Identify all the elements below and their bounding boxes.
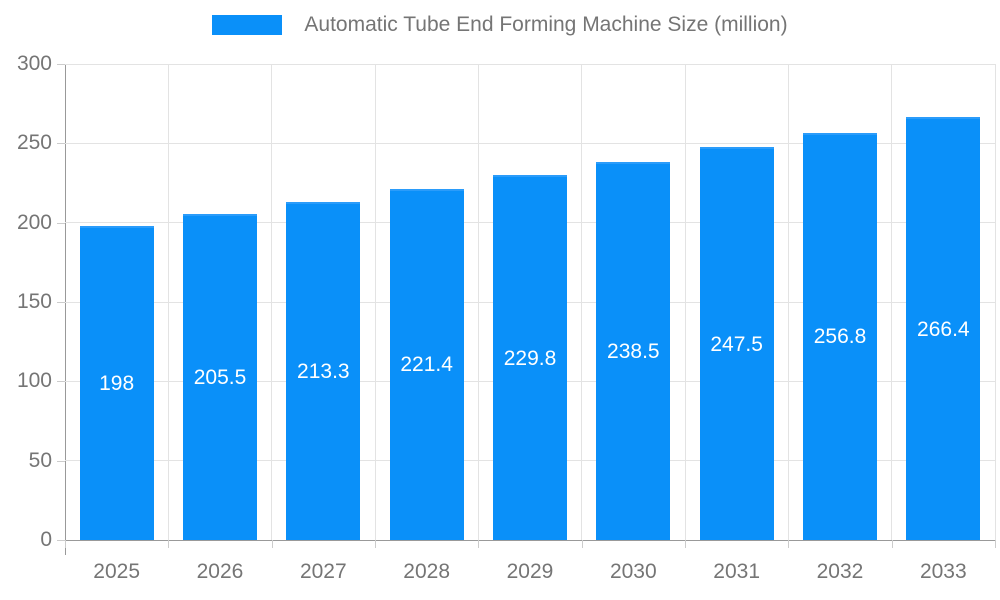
y-axis-tick-label: 100: [16, 369, 52, 393]
x-axis-tick-label: 2031: [713, 560, 761, 583]
x-axis-tick-label: 2033: [919, 560, 967, 583]
x-axis-tick: [891, 540, 893, 548]
x-axis-tick-label: 2032: [816, 560, 864, 583]
gridline-v: [787, 64, 789, 540]
legend-label[interactable]: Automatic Tube End Forming Machine Size …: [304, 13, 788, 36]
bar-value-label: 221.4: [400, 353, 453, 377]
x-axis-tick: [788, 540, 790, 548]
y-axis-tick-label: 250: [16, 131, 52, 155]
gridline-h: [65, 63, 995, 65]
gridline-v: [374, 64, 376, 540]
y-axis-tick: [57, 540, 65, 541]
x-axis-tick: [65, 540, 66, 548]
y-axis-tick: [57, 64, 65, 65]
bar-value-label: 238.5: [607, 339, 660, 363]
x-axis-tick-label: 2026: [196, 560, 244, 583]
bar-2033[interactable]: 266.4: [906, 117, 981, 540]
x-axis-tick-label: 2027: [299, 560, 347, 583]
y-axis-tick-label: 0: [40, 528, 52, 551]
y-axis-tick: [57, 143, 65, 145]
bar-2026[interactable]: 205.5: [183, 213, 257, 540]
bar-value-label: 247.5: [710, 332, 763, 356]
gridline-v: [891, 64, 893, 540]
bar-value-label: 256.8: [813, 325, 867, 349]
legend: Automatic Tube End Forming Machine Size …: [0, 13, 1000, 37]
x-axis-tick: [375, 540, 376, 548]
bar-value-label: 205.5: [193, 365, 247, 389]
x-axis-tick-label: 2028: [403, 560, 451, 583]
x-axis-tick: [271, 540, 273, 548]
gridline-v: [167, 64, 169, 540]
y-axis-tick-label: 300: [16, 52, 52, 75]
bar-value-label: 213.3: [297, 359, 350, 383]
y-axis-tick: [57, 222, 65, 224]
x-axis-tick: [995, 540, 996, 548]
plot-area: 198 205.5 213.3 221.4 229.8 238.5 247.5 256.8 26…: [65, 63, 996, 540]
y-axis-tick: [57, 302, 65, 303]
x-axis-tick: [168, 540, 170, 548]
y-axis-tick-label: 50: [28, 448, 52, 472]
y-axis-tick: [57, 381, 65, 383]
bar-2031[interactable]: 247.5: [699, 147, 774, 540]
legend-swatch-icon[interactable]: [212, 15, 283, 35]
x-axis-line: [57, 540, 995, 541]
gridline-v: [271, 64, 273, 540]
bar-2030[interactable]: 238.5: [596, 161, 671, 540]
gridline-v: [581, 64, 583, 540]
y-axis-line: [65, 64, 66, 555]
x-axis-tick: [685, 540, 686, 548]
gridline-v: [994, 64, 996, 540]
bar-value-label: 229.8: [503, 346, 557, 370]
x-axis-tick: [581, 540, 583, 548]
y-axis-tick-label: 200: [16, 210, 52, 234]
y-axis-tick: [57, 460, 65, 462]
bar-2025[interactable]: 198: [79, 225, 154, 540]
x-axis-tick-label: 2030: [609, 560, 657, 583]
bar-2029[interactable]: 229.8: [493, 175, 567, 540]
bar-2032[interactable]: 256.8: [803, 132, 877, 540]
y-axis-tick-label: 150: [16, 290, 52, 313]
bar-value-label: 198: [99, 371, 135, 395]
gridline-v: [684, 64, 686, 540]
gridline-v: [477, 64, 479, 540]
gridline-h: [65, 142, 995, 144]
bar-2028[interactable]: 221.4: [389, 188, 464, 540]
x-axis-tick: [478, 540, 480, 548]
x-axis-tick-label: 2025: [93, 560, 141, 583]
x-axis-tick-label: 2029: [506, 560, 554, 583]
bar-value-label: 266.4: [917, 317, 970, 341]
bar-2027[interactable]: 213.3: [286, 201, 361, 540]
